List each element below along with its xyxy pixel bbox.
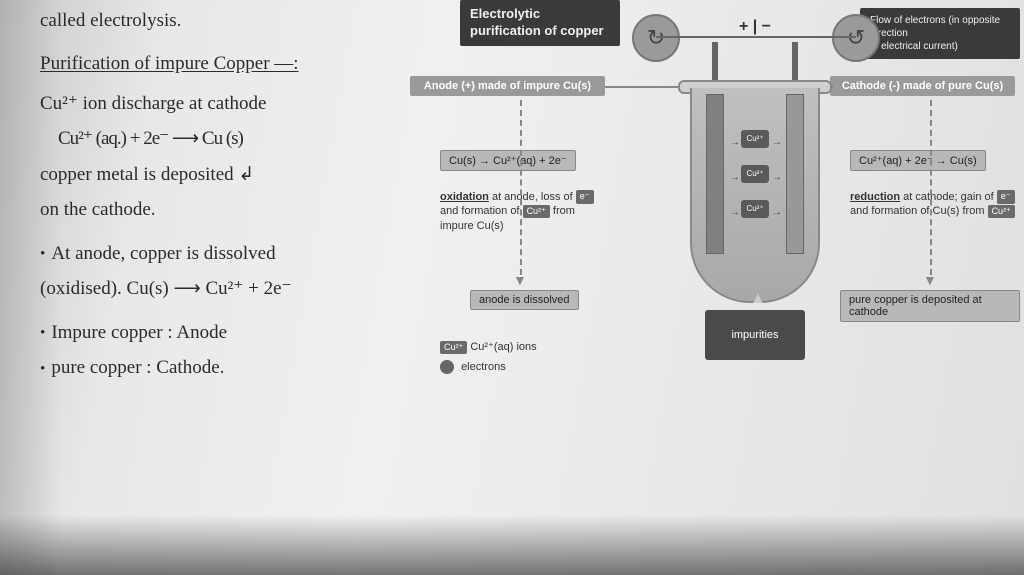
line-deposit-b: on the cathode.: [40, 195, 410, 224]
line-pure: pure copper : Cathode.: [40, 353, 410, 382]
impurity-up-arrow-icon: ▲: [750, 290, 766, 308]
cathode-dash: [930, 100, 932, 275]
e-badge-1: e⁻: [576, 190, 594, 204]
ion-arrow-3b: →: [772, 207, 782, 218]
notes-heading: Purification of impure Copper —:: [40, 49, 410, 78]
ion-arrow-1: →: [730, 137, 740, 148]
cathode-equation: Cu²⁺(aq) + 2e⁻ → Cu(s): [850, 150, 986, 171]
line-anode-b: (oxidised). Cu(s) ⟶ Cu²⁺ + 2e⁻: [40, 274, 410, 303]
legend-electrons-text: electrons: [461, 361, 506, 373]
cu-badge-1: Cu²⁺: [523, 205, 550, 219]
cathode-caption: reduction at cathode; gain of e⁻ and for…: [850, 190, 1024, 219]
anode-caption: oxidation at anode, loss of e⁻ and forma…: [440, 190, 620, 233]
flow-note: Flow of electrons (in opposite direction…: [860, 8, 1020, 59]
anode-dissolved: anode is dissolved: [470, 290, 579, 310]
legend-ion-badge: Cu²⁺: [440, 341, 467, 354]
anode-electrode: [706, 94, 724, 254]
anode-caption-ox: oxidation: [440, 191, 489, 203]
diagram-title-a: Electrolytic: [470, 6, 540, 21]
line-impure: Impure copper : Anode: [40, 318, 410, 347]
ion-chip-1: Cu²⁺: [741, 130, 769, 148]
legend-electrons-row: electrons: [440, 360, 537, 374]
line-deposit-a: copper metal is deposited ↲: [40, 160, 410, 189]
anode-equation: Cu(s) → Cu²⁺(aq) + 2e⁻: [440, 150, 576, 171]
cathode-deposited: pure copper is deposited at cathode: [840, 290, 1020, 322]
ion-arrow-1b: →: [772, 137, 782, 148]
electrolysis-diagram: Electrolytic purification of copper Flow…: [400, 0, 1020, 490]
ion-chip-3: Cu²⁺: [741, 200, 769, 218]
cu-badge-2: Cu²⁺: [988, 205, 1015, 219]
legend-ions-text: Cu²⁺(aq) ions: [470, 341, 536, 353]
ion-arrow-2: →: [730, 172, 740, 183]
cathode-terminal: [792, 42, 798, 84]
cathode-arrowhead-icon: ▼: [923, 272, 937, 288]
equation-cathode: Cu²⁺ (aq.) + 2e⁻ ⟶ Cu (s): [58, 124, 410, 153]
bottom-shadow: [0, 515, 1024, 575]
e-badge-2: e⁻: [997, 190, 1015, 204]
cathode-electrode: [786, 94, 804, 254]
diagram-title: Electrolytic purification of copper: [460, 0, 620, 46]
current-arrow-left-icon: ↻: [632, 14, 680, 62]
legend: Cu²⁺ Cu²⁺(aq) ions electrons: [440, 340, 537, 374]
cathode-caption-red: reduction: [850, 191, 900, 203]
flow-note-a: Flow of electrons (in opposite direction: [870, 15, 1000, 39]
ion-chip-2: Cu²⁺: [741, 165, 769, 183]
legend-electron-dot-icon: [440, 360, 454, 374]
flow-note-b: to electrical current): [870, 41, 958, 52]
anode-arrowhead-icon: ▼: [513, 272, 527, 288]
line-anode-a: At anode, copper is dissolved: [40, 239, 410, 268]
line-discharge: Cu²⁺ ion discharge at cathode: [40, 89, 410, 118]
battery-symbol: + | −: [730, 18, 780, 42]
ion-arrow-3: →: [730, 207, 740, 218]
diagram-title-b: purification of copper: [470, 23, 604, 38]
ion-arrow-2b: →: [772, 172, 782, 183]
note-page: called electrolysis. Purification of imp…: [0, 0, 1024, 575]
anode-terminal: [712, 42, 718, 84]
anode-label: Anode (+) made of impure Cu(s): [410, 76, 605, 96]
impurities-box: impurities: [705, 310, 805, 360]
cathode-label: Cathode (-) made of pure Cu(s): [830, 76, 1015, 96]
anode-dash: [520, 100, 522, 275]
top-fragment: called electrolysis.: [40, 6, 410, 35]
wire-top: [656, 36, 856, 38]
current-arrow-right-icon: ↺: [832, 14, 880, 62]
legend-ions-row: Cu²⁺ Cu²⁺(aq) ions: [440, 340, 537, 354]
handwritten-notes: called electrolysis. Purification of imp…: [40, 0, 410, 388]
